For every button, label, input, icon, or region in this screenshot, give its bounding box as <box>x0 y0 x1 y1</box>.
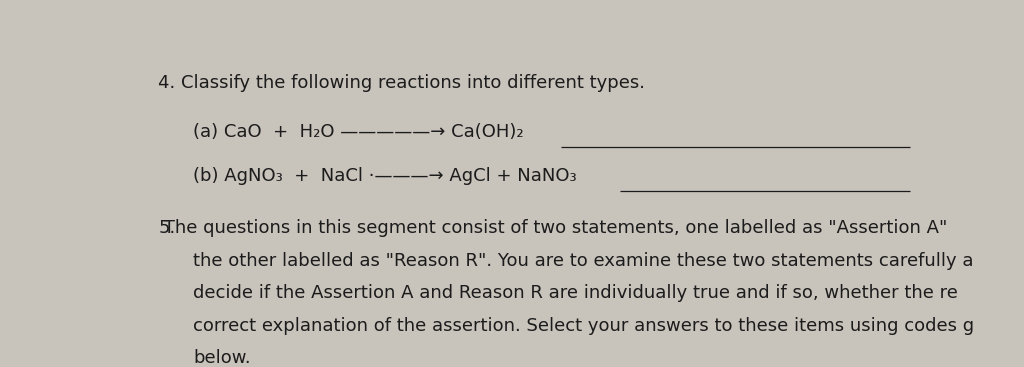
Text: decide if the Assertion A and Reason R are individually true and if so, whether : decide if the Assertion A and Reason R a… <box>194 284 957 302</box>
Text: below.: below. <box>194 349 251 367</box>
Text: the other labelled as "Reason R". You are to examine these two statements carefu: the other labelled as "Reason R". You ar… <box>194 252 974 270</box>
Text: 4. Classify the following reactions into different types.: 4. Classify the following reactions into… <box>158 74 645 92</box>
Text: correct explanation of the assertion. Select your answers to these items using c: correct explanation of the assertion. Se… <box>194 317 974 335</box>
Text: The questions in this segment consist of two statements, one labelled as "Assert: The questions in this segment consist of… <box>158 219 947 237</box>
Text: (b) AgNO₃  +  NaCl ·———→ AgCl + NaNO₃: (b) AgNO₃ + NaCl ·———→ AgCl + NaNO₃ <box>194 167 577 185</box>
Text: (a) CaO  +  H₂O —————→ Ca(OH)₂: (a) CaO + H₂O —————→ Ca(OH)₂ <box>194 123 523 141</box>
Text: 5.: 5. <box>158 219 175 237</box>
